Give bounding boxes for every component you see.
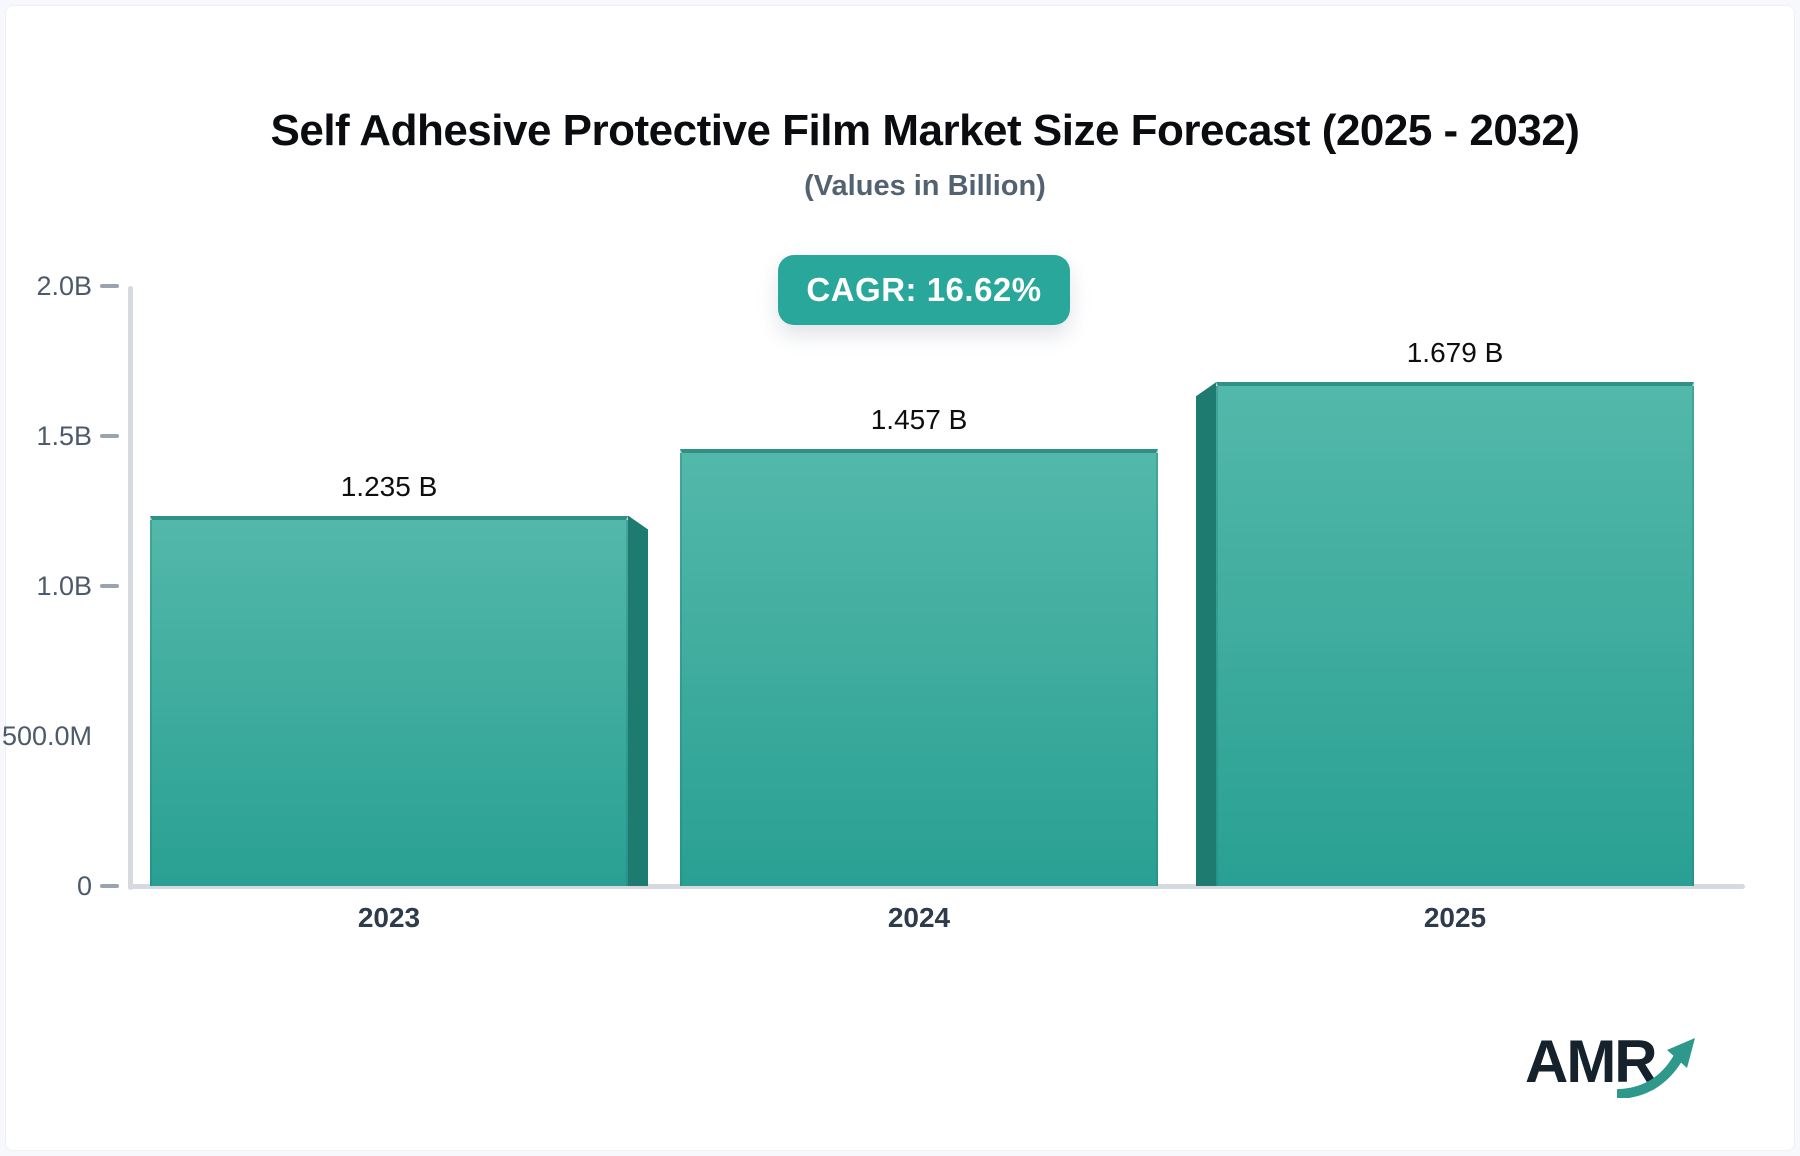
- bar-2025-side-panel: [1196, 382, 1216, 886]
- y-tick-label: 2.0B: [36, 271, 92, 301]
- y-tick-label: 500.0M: [1, 721, 92, 751]
- bar-value-label: 1.457 B: [870, 403, 968, 435]
- x-axis-line: [128, 884, 1745, 889]
- amr-logo: AMR: [1525, 1032, 1725, 1102]
- y-tick-label: 1.5B: [36, 421, 92, 451]
- chart-title: Self Adhesive Protective Film Market Siz…: [270, 106, 1580, 155]
- x-axis-label: 2025: [1423, 902, 1487, 933]
- cagr-badge: CAGR: 16.62%: [778, 255, 1070, 325]
- y-tick-dash: [100, 584, 119, 588]
- bar-2024[interactable]: [680, 448, 1158, 886]
- y-tick-label: 0: [76, 871, 92, 901]
- y-tick-dash: [100, 884, 119, 888]
- bar-2023-side-panel: [628, 515, 648, 886]
- y-tick-label: 1.0B: [36, 571, 92, 601]
- cagr-badge-label: CAGR: 16.62%: [806, 271, 1042, 308]
- y-axis-line: [128, 286, 133, 890]
- y-tick-dash: [100, 434, 119, 438]
- trend-arrow-icon: [1617, 1038, 1695, 1098]
- bar-value-label: 1.235 B: [340, 470, 438, 502]
- amr-logo-text: AMR: [1525, 1028, 1658, 1095]
- x-axis-label: 2024: [887, 902, 951, 933]
- chart-subtitle: (Values in Billion): [804, 170, 1046, 202]
- bar-2025[interactable]: [1216, 382, 1694, 886]
- y-tick-dash: [100, 284, 119, 288]
- x-axis-label: 2023: [357, 902, 421, 933]
- bar-value-label: 1.679 B: [1406, 337, 1504, 369]
- bar-2023[interactable]: [150, 515, 628, 886]
